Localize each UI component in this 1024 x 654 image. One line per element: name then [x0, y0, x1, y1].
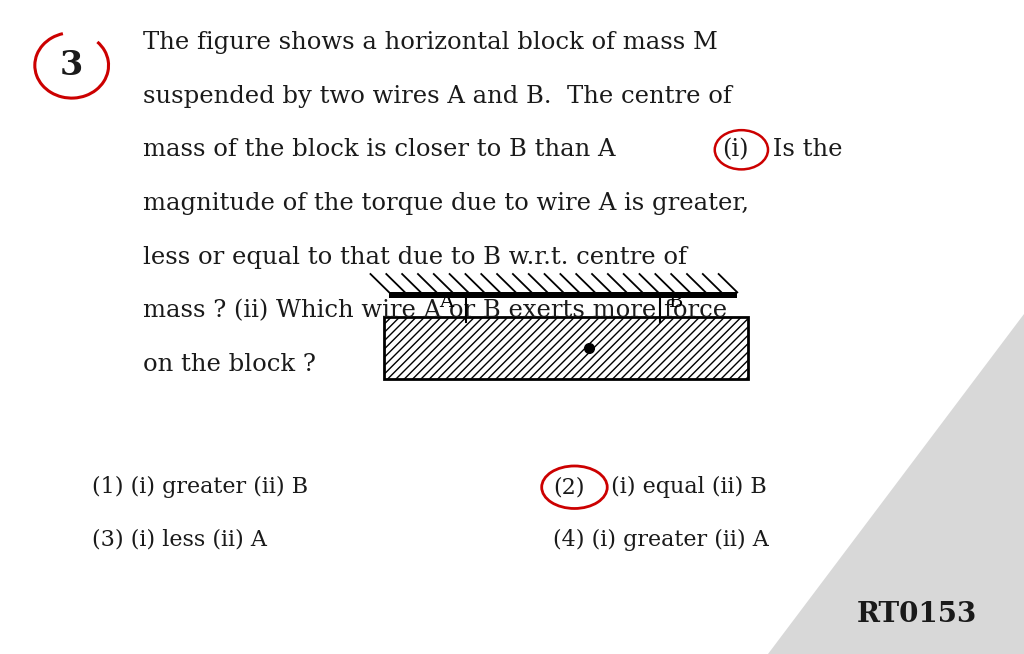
Bar	[384, 317, 748, 379]
Text: A: A	[439, 293, 454, 311]
Text: mass of the block is closer to B than A: mass of the block is closer to B than A	[143, 138, 615, 162]
Text: RT0153: RT0153	[856, 601, 977, 628]
Text: (i) equal (ii) B: (i) equal (ii) B	[604, 476, 767, 498]
Text: 3: 3	[60, 49, 83, 82]
Text: (2): (2)	[553, 476, 585, 498]
Text: (1) (i) greater (ii) B: (1) (i) greater (ii) B	[92, 476, 308, 498]
Polygon shape	[768, 314, 1024, 654]
Text: (3) (i) less (ii) A: (3) (i) less (ii) A	[92, 528, 267, 551]
Text: mass ? (ii) Which wire A or B exerts more force: mass ? (ii) Which wire A or B exerts mor…	[143, 299, 727, 322]
Text: Is the: Is the	[765, 138, 843, 162]
Text: The figure shows a horizontal block of mass M: The figure shows a horizontal block of m…	[143, 31, 718, 54]
Text: B: B	[669, 293, 683, 311]
Bar	[389, 292, 737, 298]
Text: magnitude of the torque due to wire A is greater,: magnitude of the torque due to wire A is…	[143, 192, 750, 215]
Text: (4) (i) greater (ii) A: (4) (i) greater (ii) A	[553, 528, 769, 551]
Text: on the block ?: on the block ?	[143, 353, 316, 376]
Text: (i): (i)	[722, 138, 749, 162]
Text: less or equal to that due to B w.r.t. centre of: less or equal to that due to B w.r.t. ce…	[143, 245, 687, 269]
Text: suspended by two wires A and B.  The centre of: suspended by two wires A and B. The cent…	[143, 84, 732, 108]
